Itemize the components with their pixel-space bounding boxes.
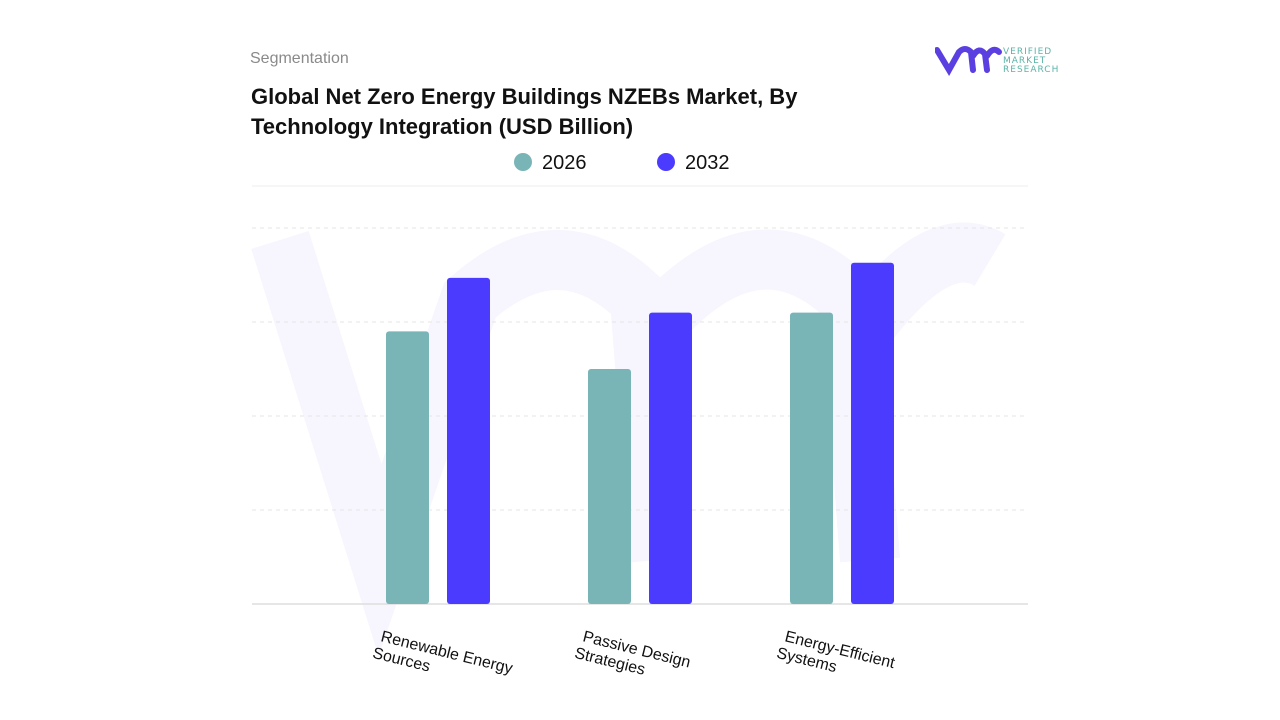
bar-2032 — [649, 312, 692, 604]
x-tick-label: Renewable EnergySources — [371, 627, 515, 695]
svg-text:MARKET: MARKET — [1003, 56, 1046, 66]
bar-2026 — [588, 369, 631, 604]
legend-marker-2032 — [657, 153, 675, 171]
legend-label-2026: 2026 — [542, 152, 587, 174]
svg-text:VERIFIED: VERIFIED — [1003, 47, 1052, 57]
bar-2032 — [447, 277, 490, 604]
legend-marker-2026 — [514, 153, 532, 171]
legend-label-2032: 2032 — [685, 152, 730, 174]
x-tick-label: Energy-EfficientSystems — [775, 627, 897, 689]
segment-label: Segmentation — [250, 50, 349, 67]
bar-2032 — [851, 262, 894, 604]
vmr-logo: VERIFIED MARKET RESEARCH — [934, 44, 1060, 81]
x-tick-label: Passive DesignStrategies — [573, 627, 692, 689]
bar-2026 — [790, 312, 833, 604]
svg-text:RESEARCH: RESEARCH — [1003, 65, 1059, 75]
chart-title: Global Net Zero Energy Buildings NZEBs M… — [251, 84, 798, 139]
bar-2026 — [386, 331, 429, 604]
